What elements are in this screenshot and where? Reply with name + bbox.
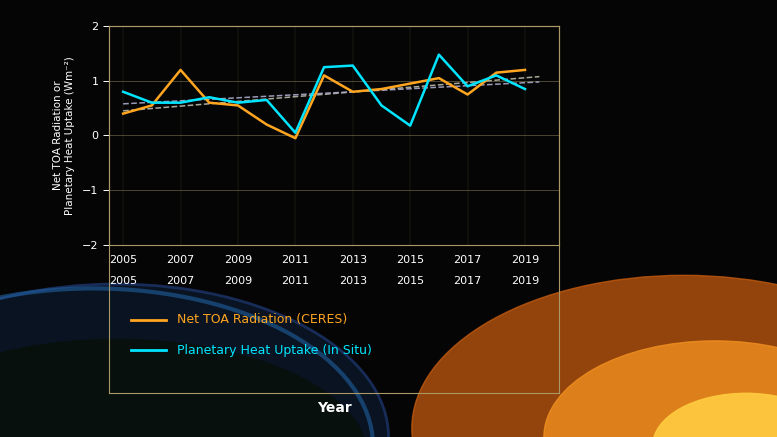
Text: Net TOA Radiation (CERES): Net TOA Radiation (CERES) <box>177 313 347 326</box>
Circle shape <box>544 341 777 437</box>
Ellipse shape <box>0 284 388 437</box>
Text: Planetary Heat Uptake (In Situ): Planetary Heat Uptake (In Situ) <box>177 344 371 357</box>
Ellipse shape <box>0 339 369 437</box>
Circle shape <box>653 393 777 437</box>
Text: Year: Year <box>317 401 351 415</box>
Circle shape <box>412 275 777 437</box>
Y-axis label: Net TOA Radiation or
Planetary Heat Uptake (Wm⁻²): Net TOA Radiation or Planetary Heat Upta… <box>54 56 75 215</box>
